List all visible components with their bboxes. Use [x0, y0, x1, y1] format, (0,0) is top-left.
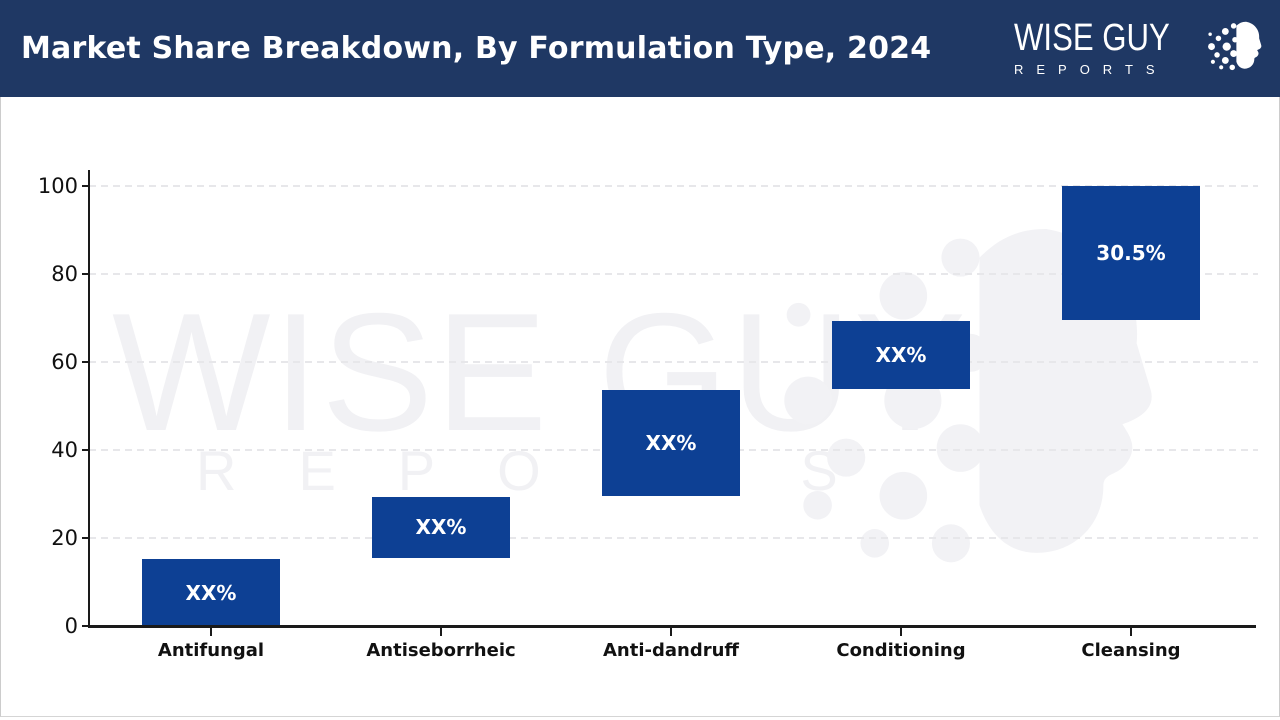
bar-antifungal: XX% [142, 559, 280, 626]
watermark-head-graphic [784, 229, 1152, 563]
y-axis [88, 170, 90, 628]
y-tick-0 [82, 625, 89, 627]
logo-text: WISE GUY REPORTS [1014, 19, 1204, 77]
logo-subtitle: REPORTS [1013, 62, 1168, 77]
x-category-label: Anti-dandruff [603, 640, 739, 661]
y-tick-label-100: 100 [37, 174, 78, 198]
x-category-label: Cleansing [1081, 640, 1181, 661]
x-category-label: Conditioning [836, 640, 966, 661]
x-category-label: Antifungal [157, 640, 265, 661]
y-tick-label-20: 20 [51, 526, 78, 550]
y-tick-80 [82, 273, 89, 275]
y-tick-label-0: 0 [64, 614, 78, 638]
bar-antiseborrheic: XX% [372, 497, 510, 558]
gridline-100 [89, 185, 1258, 187]
logo-head-icon [1208, 21, 1262, 71]
y-tick-60 [82, 361, 89, 363]
y-tick-100 [82, 185, 89, 187]
x-tick-3 [900, 628, 902, 636]
logo-wordmark: WISE GUY [1013, 17, 1170, 59]
page-title: Market Share Breakdown, By Formulation T… [21, 31, 932, 66]
wise-guy-logo: WISE GUY REPORTS [1014, 8, 1264, 88]
x-category-label: Antiseborrheic [366, 640, 516, 661]
y-tick-label-80: 80 [51, 262, 78, 286]
report-header: Market Share Breakdown, By Formulation T… [0, 0, 1280, 97]
x-tick-1 [440, 628, 442, 636]
bar-value-label: XX% [415, 515, 467, 540]
watermark-text: WISE GUY [112, 278, 969, 466]
y-tick-label-40: 40 [51, 438, 78, 462]
x-tick-0 [210, 628, 212, 636]
y-tick-label-60: 60 [51, 350, 78, 374]
y-tick-40 [82, 449, 89, 451]
bar-value-label: XX% [185, 580, 237, 605]
x-axis [88, 625, 1256, 628]
x-tick-2 [670, 628, 672, 636]
y-tick-20 [82, 537, 89, 539]
x-tick-4 [1130, 628, 1132, 636]
